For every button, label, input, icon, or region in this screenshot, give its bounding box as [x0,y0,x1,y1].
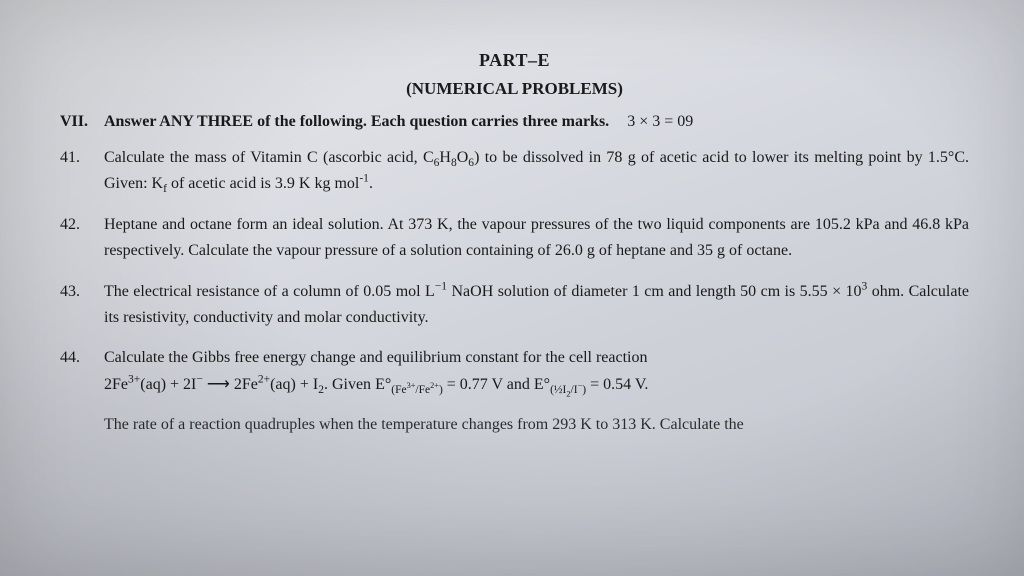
question-number: 44. [60,345,104,398]
question-41: 41. Calculate the mass of Vitamin C (asc… [60,145,969,198]
question-43: 43. The electrical resistance of a colum… [60,279,969,332]
section-text: Answer ANY THREE of the following. Each … [104,113,969,131]
instruction-text: Answer ANY THREE of the following. Each … [104,113,609,130]
question-text: Calculate the Gibbs free energy change a… [104,345,969,398]
question-text: The electrical resistance of a column of… [104,279,969,332]
question-text: Calculate the mass of Vitamin C (ascorbi… [104,145,969,198]
question-text: Heptane and octane form an ideal solutio… [104,212,969,265]
exam-paper: PART–E (NUMERICAL PROBLEMS) VII. Answer … [0,0,1024,576]
question-42: 42. Heptane and octane form an ideal sol… [60,212,969,265]
question-number: 41. [60,145,104,198]
question-number: 43. [60,279,104,332]
section-instruction: VII. Answer ANY THREE of the following. … [60,113,969,131]
question-number: 42. [60,212,104,265]
part-title: PART–E [60,50,969,71]
partial-cutoff-line: The rate of a reaction quadruples when t… [60,412,969,438]
marks-calculation: 3 × 3 = 09 [613,113,693,130]
section-roman: VII. [60,113,104,131]
subtitle: (NUMERICAL PROBLEMS) [60,79,969,99]
question-44: 44. Calculate the Gibbs free energy chan… [60,345,969,398]
